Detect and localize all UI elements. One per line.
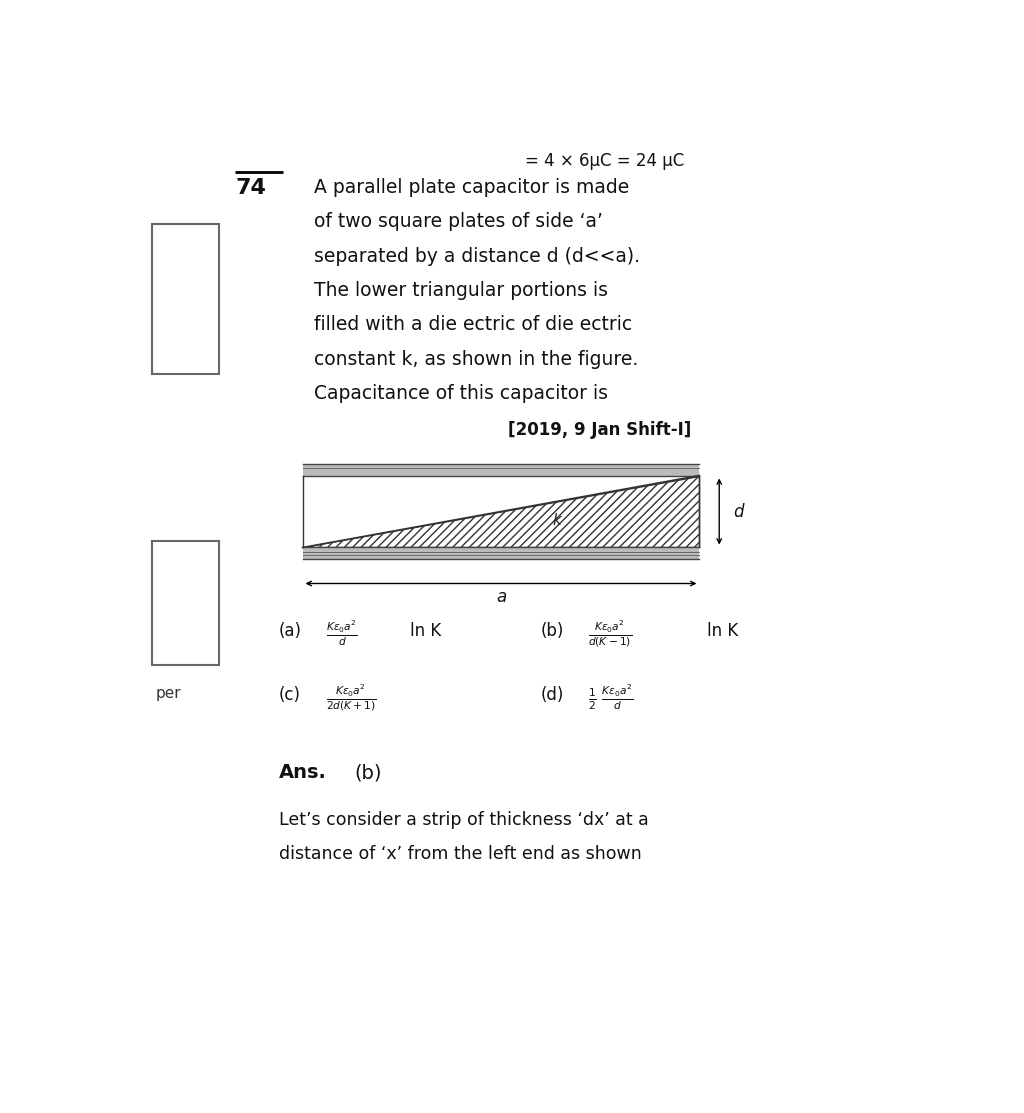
Text: (c): (c) — [279, 687, 301, 705]
Text: Let’s consider a strip of thickness ‘dx’ at a: Let’s consider a strip of thickness ‘dx’… — [279, 810, 648, 828]
Text: separated by a distance d (d<<a).: separated by a distance d (d<<a). — [314, 247, 640, 266]
Text: $\frac{1}{2}\ \frac{K\varepsilon_0 a^2}{d}$: $\frac{1}{2}\ \frac{K\varepsilon_0 a^2}{… — [588, 683, 634, 712]
Text: [2019, 9 Jan Shift-I]: [2019, 9 Jan Shift-I] — [508, 421, 691, 439]
Text: k: k — [552, 513, 561, 529]
Text: A parallel plate capacitor is made: A parallel plate capacitor is made — [314, 178, 630, 197]
Text: Capacitance of this capacitor is: Capacitance of this capacitor is — [314, 384, 608, 403]
Polygon shape — [303, 475, 699, 548]
Text: $\frac{K\varepsilon_0 a^2}{d(K-1)}$: $\frac{K\varepsilon_0 a^2}{d(K-1)}$ — [588, 619, 632, 649]
Text: (d): (d) — [541, 687, 564, 705]
Bar — [303, 463, 699, 475]
Text: 74: 74 — [236, 178, 266, 198]
Bar — [303, 548, 699, 560]
Text: ln K: ln K — [708, 622, 738, 640]
Text: constant k, as shown in the figure.: constant k, as shown in the figure. — [314, 349, 639, 368]
Text: filled with a die ectric of die ectric: filled with a die ectric of die ectric — [314, 315, 633, 334]
Text: ln K: ln K — [410, 622, 441, 640]
Text: (b): (b) — [541, 622, 564, 640]
Text: per: per — [156, 687, 181, 701]
Text: = 4 × 6μC = 24 μC: = 4 × 6μC = 24 μC — [524, 152, 684, 170]
FancyBboxPatch shape — [152, 541, 219, 664]
Text: of two square plates of side ‘a’: of two square plates of side ‘a’ — [314, 213, 603, 232]
Text: Ans.: Ans. — [279, 764, 327, 782]
FancyBboxPatch shape — [152, 224, 219, 374]
Text: (a): (a) — [279, 622, 302, 640]
Text: d: d — [733, 502, 744, 521]
Text: $\frac{K\varepsilon_0 a^2}{2d(K+1)}$: $\frac{K\varepsilon_0 a^2}{2d(K+1)}$ — [327, 683, 377, 713]
Text: The lower triangular portions is: The lower triangular portions is — [314, 280, 608, 301]
Polygon shape — [303, 475, 699, 548]
Text: $\frac{K\varepsilon_0 a^2}{d}$: $\frac{K\varepsilon_0 a^2}{d}$ — [327, 619, 358, 648]
Text: a: a — [496, 588, 506, 605]
Text: (b): (b) — [354, 764, 382, 782]
Text: distance of ‘x’ from the left end as shown: distance of ‘x’ from the left end as sho… — [279, 845, 641, 863]
